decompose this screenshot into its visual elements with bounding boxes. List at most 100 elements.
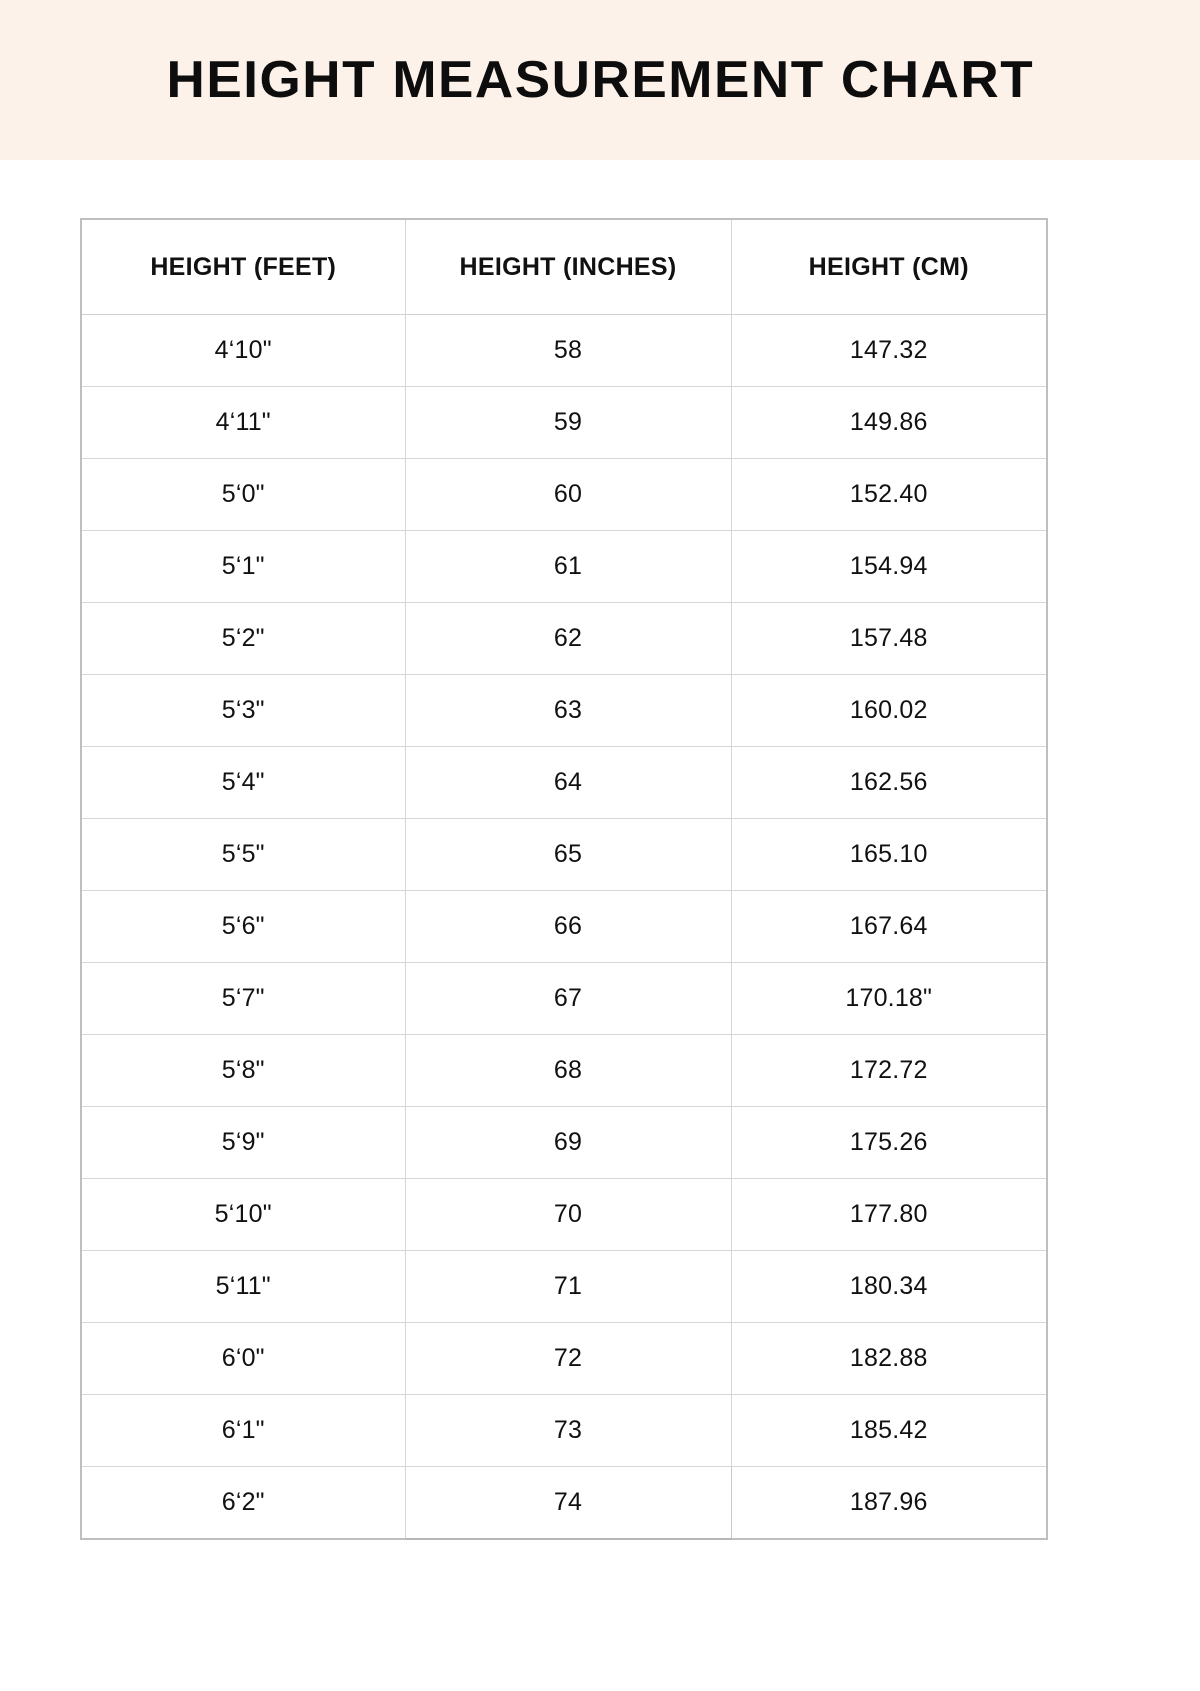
cell-text: 6‘0" <box>221 1344 265 1372</box>
cell-text: 162.56 <box>849 768 928 796</box>
table-row: 4‘11" 59 149.86 <box>80 386 1048 459</box>
cell-text: 64 <box>553 768 583 796</box>
cell-text: 170.18" <box>845 984 933 1012</box>
table-header: HEIGHT (FEET) HEIGHT (INCHES) HEIGHT (CM… <box>80 218 1048 315</box>
cell-cm: 162.56 <box>730 746 1048 819</box>
cell-inches: 71 <box>404 1250 732 1323</box>
cell-text: 72 <box>553 1344 583 1372</box>
cell-text: 74 <box>553 1488 583 1516</box>
cell-text: 187.96 <box>849 1488 928 1516</box>
cell-inches: 64 <box>404 746 732 819</box>
cell-text: 172.72 <box>849 1056 928 1084</box>
cell-text: 4‘11" <box>215 408 271 436</box>
cell-feet: 4‘10" <box>80 314 406 387</box>
table-row: 5‘11" 71 180.34 <box>80 1250 1048 1323</box>
cell-inches: 58 <box>404 314 732 387</box>
table-row: 5‘6" 66 167.64 <box>80 890 1048 963</box>
cell-text: 154.94 <box>849 552 928 580</box>
cell-text: 58 <box>553 336 583 364</box>
cell-text: 5‘9" <box>221 1128 265 1156</box>
cell-inches: 73 <box>404 1394 732 1467</box>
cell-inches: 70 <box>404 1178 732 1251</box>
page-title: HEIGHT MEASUREMENT CHART <box>166 51 1034 109</box>
cell-feet: 5‘5" <box>80 818 406 891</box>
cell-text: 73 <box>553 1416 583 1444</box>
cell-text: 152.40 <box>849 480 928 508</box>
cell-cm: 152.40 <box>730 458 1048 531</box>
cell-cm: 165.10 <box>730 818 1048 891</box>
cell-text: 5‘2" <box>221 624 265 652</box>
cell-cm: 187.96 <box>730 1466 1048 1540</box>
cell-cm: 182.88 <box>730 1322 1048 1395</box>
cell-text: 160.02 <box>849 696 928 724</box>
cell-text: 180.34 <box>849 1272 928 1300</box>
cell-inches: 65 <box>404 818 732 891</box>
cell-cm: 160.02 <box>730 674 1048 747</box>
cell-text: 66 <box>553 912 583 940</box>
column-header-inches: HEIGHT (INCHES) <box>404 218 732 315</box>
cell-text: 165.10 <box>849 840 928 868</box>
table-header-row: HEIGHT (FEET) HEIGHT (INCHES) HEIGHT (CM… <box>80 218 1048 315</box>
table-row: 5‘8" 68 172.72 <box>80 1034 1048 1107</box>
table-row: 5‘0" 60 152.40 <box>80 458 1048 531</box>
cell-inches: 63 <box>404 674 732 747</box>
cell-text: 60 <box>553 480 583 508</box>
cell-text: 68 <box>553 1056 583 1084</box>
cell-inches: 61 <box>404 530 732 603</box>
cell-inches: 74 <box>404 1466 732 1540</box>
cell-cm: 177.80 <box>730 1178 1048 1251</box>
table-row: 6‘2" 74 187.96 <box>80 1466 1048 1540</box>
cell-text: 70 <box>553 1200 583 1228</box>
cell-text: 6‘2" <box>221 1488 265 1516</box>
cell-text: 5‘8" <box>221 1056 265 1084</box>
cell-feet: 5‘2" <box>80 602 406 675</box>
cell-text: 182.88 <box>849 1344 928 1372</box>
cell-inches: 66 <box>404 890 732 963</box>
cell-text: 5‘11" <box>215 1272 271 1300</box>
table-row: 5‘7" 67 170.18" <box>80 962 1048 1035</box>
table-row: 5‘4" 64 162.56 <box>80 746 1048 819</box>
cell-cm: 157.48 <box>730 602 1048 675</box>
cell-cm: 185.42 <box>730 1394 1048 1467</box>
cell-text: 62 <box>553 624 583 652</box>
cell-text: 5‘4" <box>221 768 265 796</box>
cell-text: 5‘1" <box>221 552 265 580</box>
cell-feet: 5‘0" <box>80 458 406 531</box>
cell-cm: 175.26 <box>730 1106 1048 1179</box>
cell-text: 59 <box>553 408 583 436</box>
cell-cm: 167.64 <box>730 890 1048 963</box>
cell-text: 177.80 <box>849 1200 928 1228</box>
cell-text: 4‘10" <box>214 336 272 364</box>
cell-feet: 5‘3" <box>80 674 406 747</box>
cell-cm: 149.86 <box>730 386 1048 459</box>
column-header-feet: HEIGHT (FEET) <box>80 218 406 315</box>
cell-feet: 6‘1" <box>80 1394 406 1467</box>
cell-inches: 62 <box>404 602 732 675</box>
cell-text: 157.48 <box>849 624 928 652</box>
cell-feet: 5‘8" <box>80 1034 406 1107</box>
table-row: 5‘1" 61 154.94 <box>80 530 1048 603</box>
cell-text: 61 <box>553 552 583 580</box>
cell-inches: 72 <box>404 1322 732 1395</box>
cell-inches: 69 <box>404 1106 732 1179</box>
cell-feet: 4‘11" <box>80 386 406 459</box>
cell-feet: 5‘6" <box>80 890 406 963</box>
title-banner: HEIGHT MEASUREMENT CHART <box>0 0 1200 160</box>
table-row: 5‘9" 69 175.26 <box>80 1106 1048 1179</box>
cell-text: 175.26 <box>849 1128 928 1156</box>
cell-feet: 5‘10" <box>80 1178 406 1251</box>
column-header-cm: HEIGHT (CM) <box>730 218 1048 315</box>
cell-feet: 5‘4" <box>80 746 406 819</box>
cell-text: 65 <box>553 840 583 868</box>
cell-text: 149.86 <box>849 408 928 436</box>
cell-feet: 5‘11" <box>80 1250 406 1323</box>
cell-text: 167.64 <box>849 912 928 940</box>
cell-text: 69 <box>553 1128 583 1156</box>
cell-cm: 154.94 <box>730 530 1048 603</box>
cell-cm: 170.18" <box>730 962 1048 1035</box>
table-row: 4‘10" 58 147.32 <box>80 314 1048 387</box>
cell-feet: 5‘7" <box>80 962 406 1035</box>
cell-cm: 147.32 <box>730 314 1048 387</box>
cell-cm: 180.34 <box>730 1250 1048 1323</box>
cell-text: 67 <box>553 984 583 1012</box>
